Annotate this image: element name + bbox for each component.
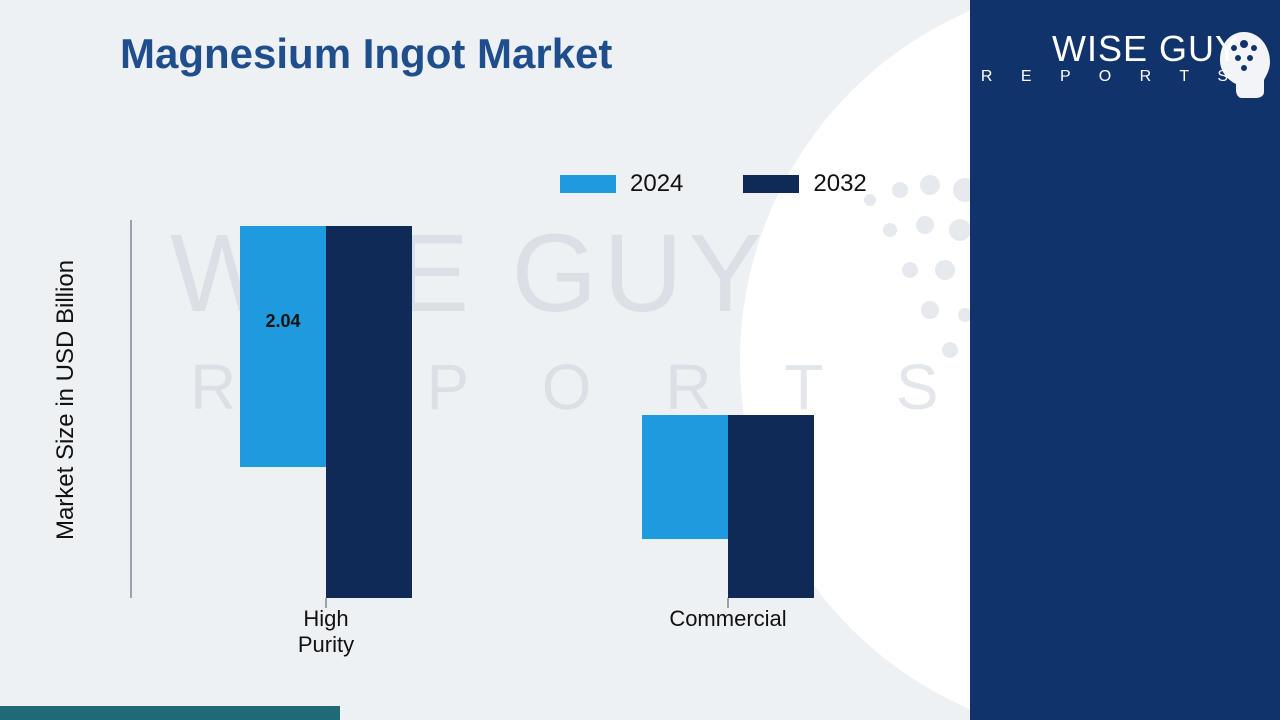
value-label: 2.04 bbox=[265, 311, 300, 332]
y-axis-label: Market Size in USD Billion bbox=[52, 260, 80, 540]
canvas: WISE GUY R E P O R T S WISE GUY R E P O … bbox=[0, 0, 1280, 720]
legend-swatch-2024 bbox=[560, 175, 616, 193]
bar-chart: HighPurityCommercial2.04 bbox=[130, 220, 960, 620]
brand-head-icon bbox=[1214, 30, 1274, 100]
bar-pair bbox=[642, 415, 814, 598]
bar bbox=[326, 226, 412, 598]
brand-line1: WISE GUY bbox=[981, 28, 1240, 70]
right-panel bbox=[970, 0, 1280, 720]
bar bbox=[642, 415, 728, 539]
brand-line2: R E P O R T S bbox=[981, 68, 1240, 86]
bar-pair bbox=[240, 226, 412, 598]
bar bbox=[240, 226, 326, 467]
category-label: HighPurity bbox=[246, 606, 406, 658]
legend-item-2032: 2032 bbox=[743, 170, 866, 198]
legend-swatch-2032 bbox=[743, 175, 799, 193]
legend-item-2024: 2024 bbox=[560, 170, 683, 198]
category-label: Commercial bbox=[648, 606, 808, 632]
legend-label-2024: 2024 bbox=[630, 170, 683, 198]
y-axis-line bbox=[130, 220, 132, 598]
legend-label-2032: 2032 bbox=[813, 170, 866, 198]
bar bbox=[728, 415, 814, 598]
bottom-accent-strip bbox=[0, 706, 340, 720]
chart-title: Magnesium Ingot Market bbox=[120, 30, 612, 78]
brand-logo: WISE GUY R E P O R T S bbox=[981, 28, 1240, 86]
legend: 2024 2032 bbox=[560, 170, 867, 198]
